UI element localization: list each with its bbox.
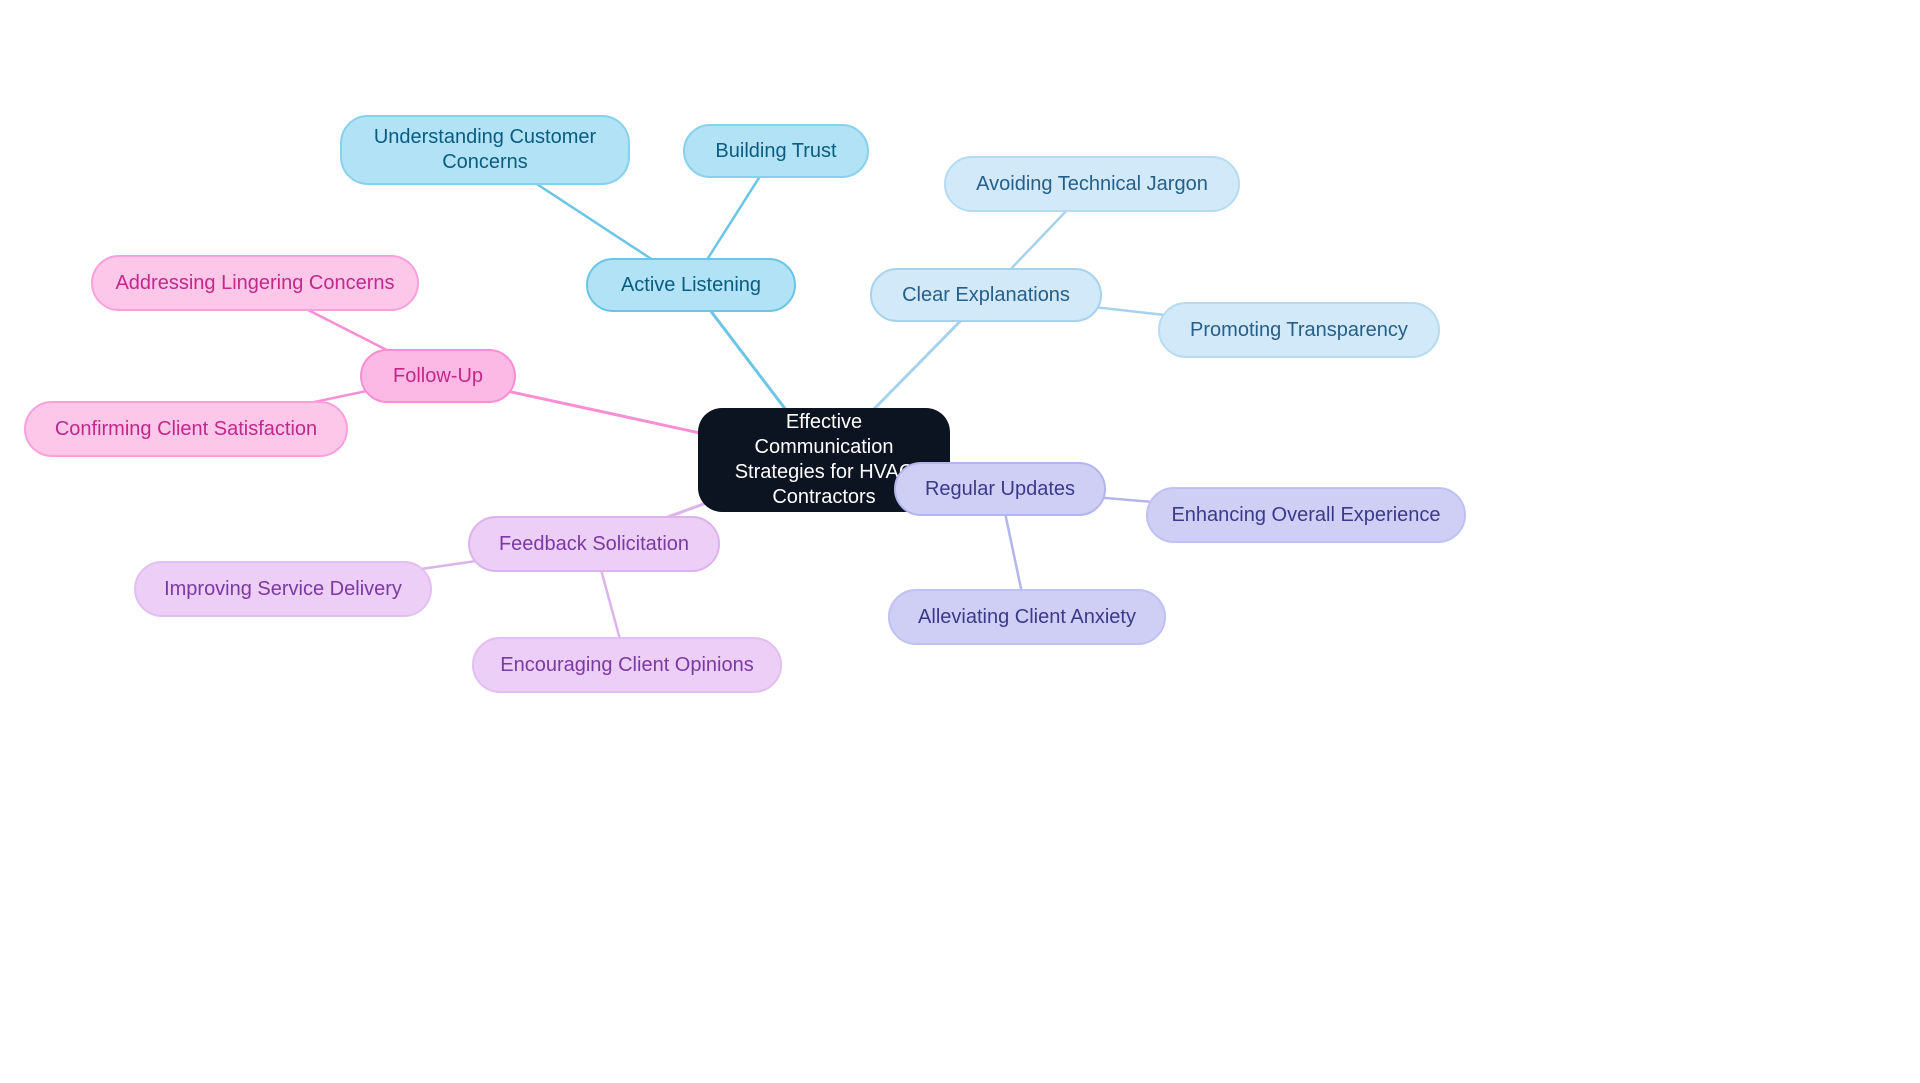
leaf-enhancing-overall-experience-label: Enhancing Overall Experience [1171, 503, 1440, 528]
leaf-building-trust: Building Trust [683, 124, 869, 178]
leaf-promoting-transparency-label: Promoting Transparency [1190, 318, 1408, 343]
leaf-encouraging-client-opinions-label: Encouraging Client Opinions [500, 653, 754, 678]
leaf-building-trust-label: Building Trust [715, 139, 836, 164]
leaf-improving-service-delivery-label: Improving Service Delivery [164, 577, 402, 602]
leaf-understanding-customer-concerns-label: Understanding Customer Concerns [360, 125, 610, 175]
leaf-alleviating-client-anxiety-label: Alleviating Client Anxiety [918, 605, 1136, 630]
leaf-addressing-lingering-concerns: Addressing Lingering Concerns [91, 255, 419, 311]
leaf-enhancing-overall-experience: Enhancing Overall Experience [1146, 487, 1466, 543]
leaf-avoiding-technical-jargon: Avoiding Technical Jargon [944, 156, 1240, 212]
leaf-avoiding-technical-jargon-label: Avoiding Technical Jargon [976, 172, 1208, 197]
leaf-promoting-transparency: Promoting Transparency [1158, 302, 1440, 358]
leaf-improving-service-delivery: Improving Service Delivery [134, 561, 432, 617]
branch-clear-explanations: Clear Explanations [870, 268, 1102, 322]
leaf-confirming-client-satisfaction-label: Confirming Client Satisfaction [55, 417, 317, 442]
branch-follow-up-label: Follow-Up [393, 364, 483, 389]
leaf-confirming-client-satisfaction: Confirming Client Satisfaction [24, 401, 348, 457]
leaf-understanding-customer-concerns: Understanding Customer Concerns [340, 115, 630, 185]
branch-regular-updates: Regular Updates [894, 462, 1106, 516]
branch-follow-up: Follow-Up [360, 349, 516, 403]
branch-regular-updates-label: Regular Updates [925, 477, 1075, 502]
branch-feedback-solicitation-label: Feedback Solicitation [499, 532, 689, 557]
leaf-alleviating-client-anxiety: Alleviating Client Anxiety [888, 589, 1166, 645]
branch-active-listening: Active Listening [586, 258, 796, 312]
branch-clear-explanations-label: Clear Explanations [902, 283, 1070, 308]
branch-feedback-solicitation: Feedback Solicitation [468, 516, 720, 572]
branch-active-listening-label: Active Listening [621, 273, 761, 298]
leaf-addressing-lingering-concerns-label: Addressing Lingering Concerns [115, 271, 394, 296]
leaf-encouraging-client-opinions: Encouraging Client Opinions [472, 637, 782, 693]
